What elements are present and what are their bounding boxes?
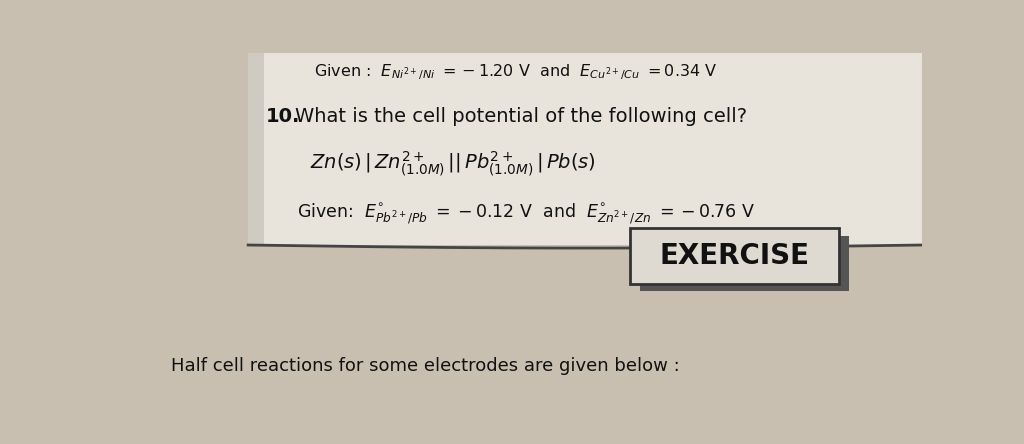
FancyBboxPatch shape [248,53,263,245]
Text: Given:  $E^{\circ}_{Pb^{2+}/Pb}$ $= -0.12$ V  and  $E^{\circ}_{Zn^{2+}/Zn}$ $= -: Given: $E^{\circ}_{Pb^{2+}/Pb}$ $= -0.12… [297,202,756,227]
Text: What is the cell potential of the following cell?: What is the cell potential of the follow… [295,107,746,126]
FancyBboxPatch shape [630,228,840,284]
Text: 10.: 10. [266,107,300,126]
Text: Given :  $E_{Ni^{2+}/Ni}$ $= -1.20$ V  and  $E_{Cu^{2+}/Cu}$ $= 0.34$ V: Given : $E_{Ni^{2+}/Ni}$ $= -1.20$ V and… [314,62,718,82]
Text: $Zn(s)\,|\,Zn^{2+}_{(1.0M)}\,||\,Pb^{2+}_{(1.0M)}\,|\,Pb(s)$: $Zn(s)\,|\,Zn^{2+}_{(1.0M)}\,||\,Pb^{2+}… [310,150,596,178]
FancyBboxPatch shape [640,236,849,291]
Text: EXERCISE: EXERCISE [659,242,810,270]
FancyBboxPatch shape [248,53,922,245]
Text: Half cell reactions for some electrodes are given below :: Half cell reactions for some electrodes … [171,357,679,375]
